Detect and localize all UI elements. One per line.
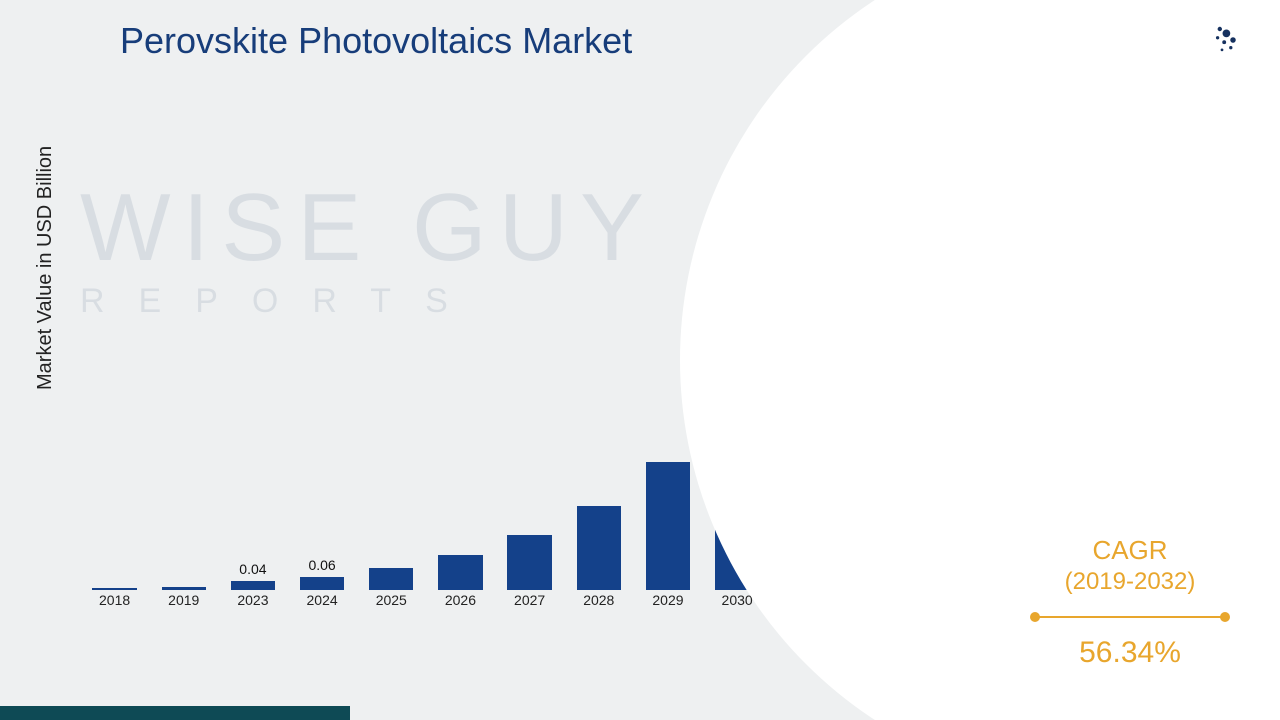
x-tick-label: 2026 [426, 592, 495, 608]
chart-title: Perovskite Photovoltaics Market [120, 20, 632, 62]
x-tick-label: 2018 [80, 592, 149, 608]
bar-slot: 0.04 [218, 150, 287, 590]
x-tick-label: 2027 [495, 592, 564, 608]
right-panel: WISE GUY REPORTS CAGR (2019-2032) [970, 0, 1280, 720]
bar [369, 568, 413, 590]
x-tick-label: 2025 [357, 592, 426, 608]
x-tick-label: 2029 [633, 592, 702, 608]
bar [577, 506, 621, 590]
bar [162, 587, 206, 590]
bar-slot [80, 150, 149, 590]
cagr-block: CAGR (2019-2032) 56.34% [1010, 535, 1250, 670]
bar-value-label: 0.06 [308, 557, 335, 573]
brand-sub: REPORTS [1002, 55, 1188, 71]
bar [646, 462, 690, 590]
x-tick-label: 2024 [288, 592, 357, 608]
cagr-dot-left [1030, 612, 1040, 622]
bar-slot [357, 150, 426, 590]
brand-main: WISE GUY [1002, 18, 1188, 57]
y-axis-label: Market Value in USD Billion [34, 146, 57, 390]
bar-slot [149, 150, 218, 590]
bar [92, 588, 136, 590]
x-tick-label: 2028 [564, 592, 633, 608]
x-tick-label: 2019 [149, 592, 218, 608]
bar-slot [495, 150, 564, 590]
cagr-dot-right [1220, 612, 1230, 622]
bar-value-label: 0.04 [239, 561, 266, 577]
bar-slot [426, 150, 495, 590]
cagr-divider [1035, 616, 1225, 618]
bar [231, 581, 275, 590]
accent-bar [0, 706, 350, 720]
x-tick-label: 2023 [218, 592, 287, 608]
bar-slot [564, 150, 633, 590]
cagr-period: (2019-2032) [1010, 568, 1250, 596]
bar [438, 555, 482, 590]
brand-block: WISE GUY REPORTS [1002, 18, 1250, 84]
bar [507, 535, 551, 590]
brand-head-icon [1194, 18, 1250, 84]
bar-slot: 0.06 [288, 150, 357, 590]
chart-canvas: Perovskite Photovoltaics Market Market V… [0, 0, 1280, 720]
bar [300, 577, 344, 590]
cagr-title: CAGR [1010, 535, 1250, 566]
cagr-value: 56.34% [1010, 636, 1250, 670]
